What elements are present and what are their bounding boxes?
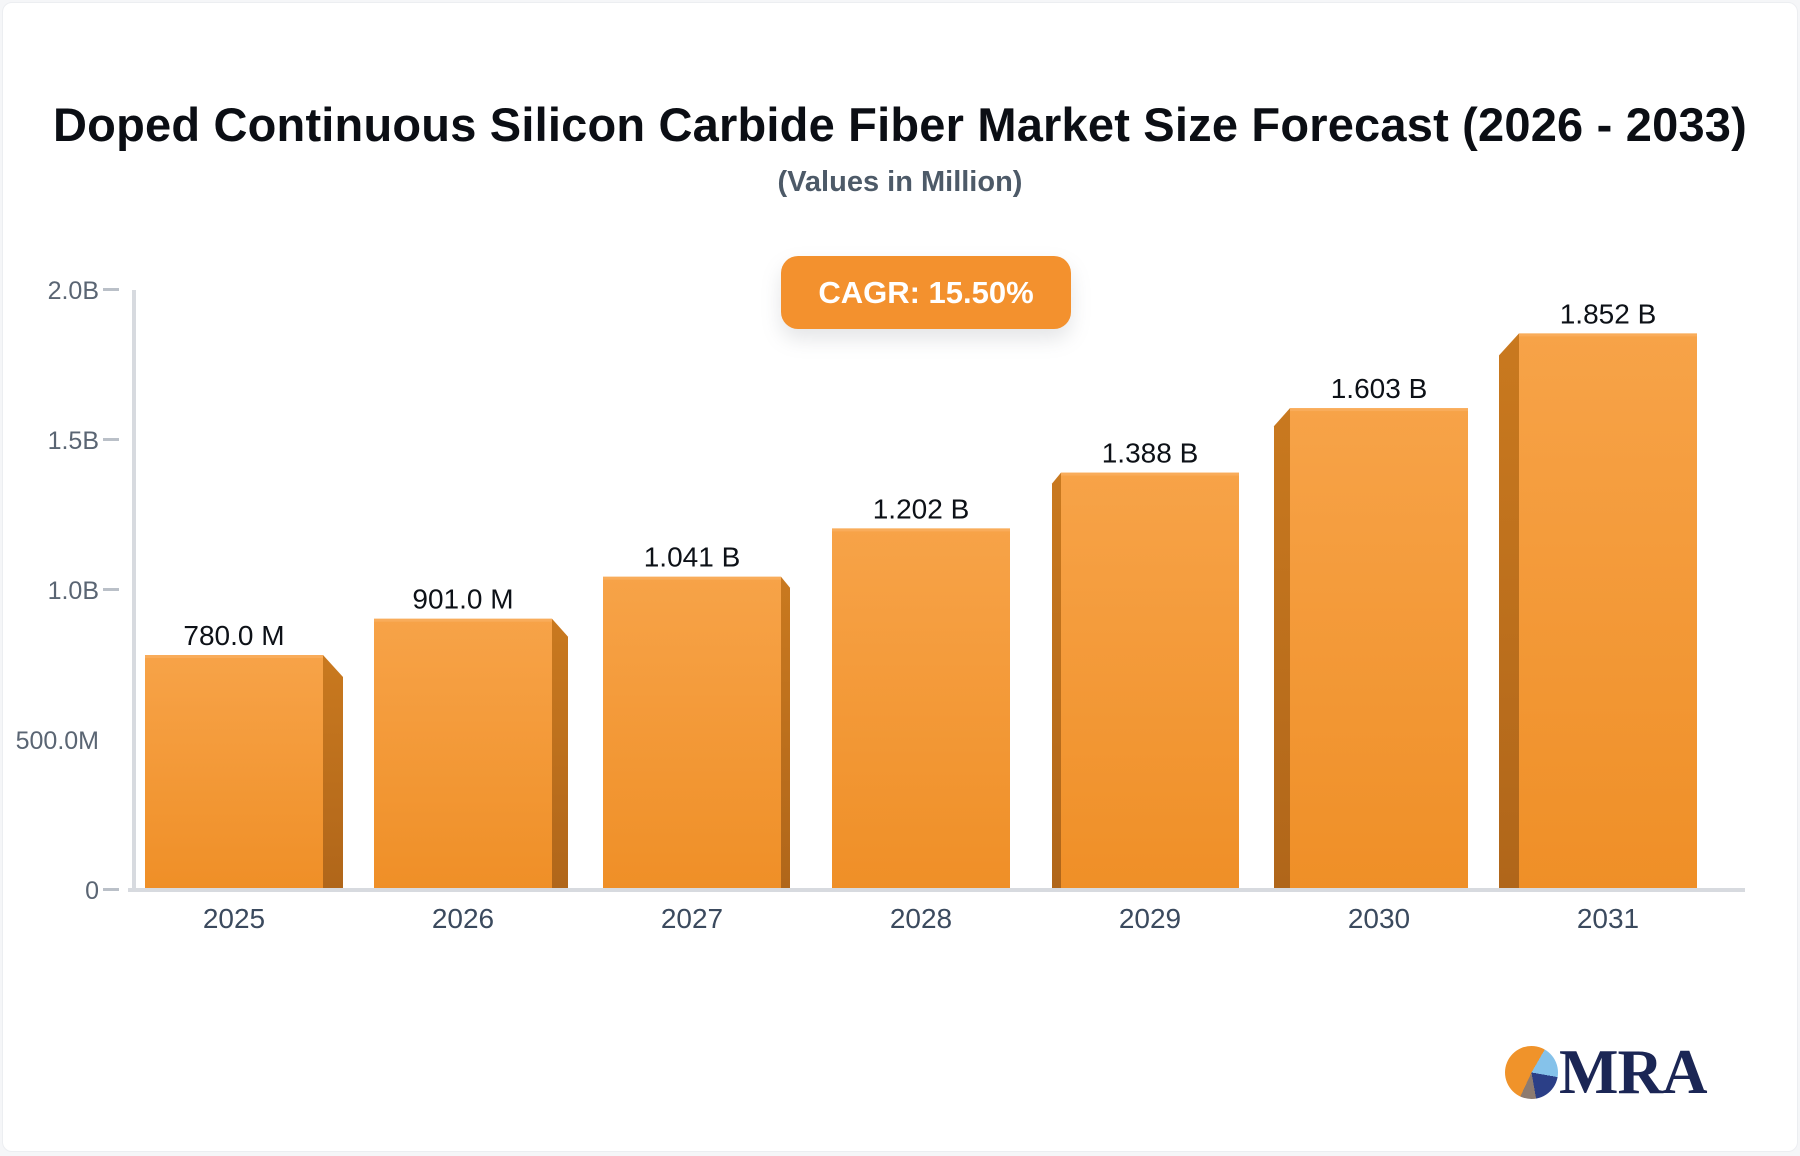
bar-side-2031 — [1499, 333, 1519, 889]
bar-side-2029 — [1052, 472, 1061, 889]
bar-value-label: 1.202 B — [873, 493, 970, 524]
bar-chart-canvas: 2.0B 1.5B 1.0B 500.0M 0 780.0 M 2025 901.0 M 202… — [16, 277, 1745, 934]
bar-side-2025 — [323, 655, 343, 889]
bar-top-edge — [1290, 408, 1468, 412]
x-axis-line — [128, 888, 1745, 892]
bar-side-2027 — [781, 576, 790, 889]
bar-2025 — [145, 655, 323, 889]
bar-top-edge — [145, 655, 323, 658]
bar-2026 — [374, 618, 552, 889]
cagr-badge: CAGR: 15.50% — [781, 256, 1071, 329]
y-tick-label: 1.0B — [48, 577, 99, 605]
y-tick-dash — [103, 438, 119, 441]
bar-chart: 2.0B 1.5B 1.0B 500.0M 0 780.0 M 2025 901.0 M 202… — [3, 3, 1800, 1151]
bar-top-edge — [1061, 472, 1239, 476]
y-tick-dash — [103, 888, 119, 891]
bar-2030 — [1290, 408, 1468, 889]
brand-logo: MRA — [1505, 1037, 1707, 1107]
bar-top-edge — [832, 528, 1010, 532]
x-axis-label: 2031 — [1577, 903, 1639, 934]
bar-side-2030 — [1274, 408, 1290, 889]
bar-value-label: 1.852 B — [1560, 298, 1657, 329]
logo-text: MRA — [1559, 1037, 1707, 1107]
bar-side-2026 — [552, 618, 568, 889]
y-tick-dash — [103, 288, 119, 291]
x-axis-label: 2028 — [890, 903, 952, 934]
bar-top-edge — [603, 576, 781, 580]
y-tick-label: 500.0M — [16, 727, 99, 755]
x-axis-label: 2026 — [432, 903, 494, 934]
x-axis-label: 2030 — [1348, 903, 1410, 934]
y-tick-label: 2.0B — [48, 277, 99, 305]
y-axis-line — [132, 290, 136, 890]
bar-value-label: 1.041 B — [644, 542, 741, 573]
x-axis-label: 2025 — [203, 903, 265, 934]
x-axis-label: 2027 — [661, 903, 723, 934]
chart-title: Doped Continuous Silicon Carbide Fiber M… — [53, 98, 1747, 151]
bar-value-label: 1.388 B — [1102, 438, 1199, 469]
bar-2031 — [1519, 333, 1697, 889]
bar-2028 — [832, 528, 1010, 889]
bar-2029 — [1061, 472, 1239, 889]
bar-value-label: 901.0 M — [412, 584, 513, 615]
y-tick-label: 1.5B — [48, 427, 99, 455]
x-axis-label: 2029 — [1119, 903, 1181, 934]
bar-2027 — [603, 576, 781, 889]
bar-value-label: 1.603 B — [1331, 373, 1428, 404]
logo-pie-icon — [1505, 1045, 1558, 1099]
bar-value-label: 780.0 M — [183, 620, 284, 651]
chart-subtitle: (Values in Million) — [777, 166, 1023, 198]
bar-top-edge — [374, 618, 552, 622]
y-tick-dash — [103, 588, 119, 591]
y-tick-label: 0 — [85, 877, 99, 905]
bar-top-edge — [1519, 333, 1697, 337]
